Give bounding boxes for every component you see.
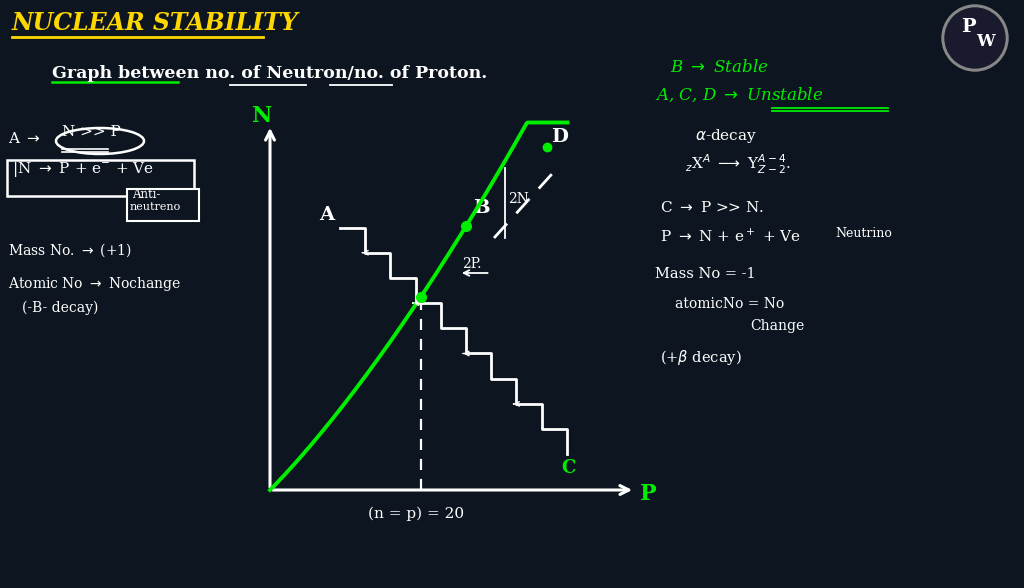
Circle shape: [945, 8, 1005, 68]
Text: B $\rightarrow$ Stable: B $\rightarrow$ Stable: [670, 59, 768, 76]
Text: Atomic No $\rightarrow$ Nochange: Atomic No $\rightarrow$ Nochange: [8, 275, 181, 293]
Text: C: C: [561, 459, 575, 477]
Text: Mass No. $\rightarrow$ (+1): Mass No. $\rightarrow$ (+1): [8, 242, 132, 259]
Text: P: P: [640, 483, 656, 505]
Text: 2N: 2N: [508, 192, 528, 206]
Text: A $\rightarrow$: A $\rightarrow$: [8, 131, 41, 146]
Text: atomicNo = No: atomicNo = No: [675, 297, 784, 311]
Text: (+$\beta$ decay): (+$\beta$ decay): [660, 348, 741, 367]
Text: N >> P: N >> P: [62, 125, 121, 139]
Text: N: N: [252, 105, 272, 127]
Text: A, C, D $\rightarrow$ Unstable: A, C, D $\rightarrow$ Unstable: [655, 86, 823, 104]
Text: $\alpha$-decay: $\alpha$-decay: [695, 127, 757, 145]
FancyBboxPatch shape: [7, 160, 194, 196]
Text: D: D: [552, 128, 568, 146]
Text: Mass No = -1: Mass No = -1: [655, 267, 756, 281]
Text: C $\rightarrow$ P >> N.: C $\rightarrow$ P >> N.: [660, 200, 764, 215]
Text: (n = p) = 20: (n = p) = 20: [368, 507, 464, 521]
Text: neutreno: neutreno: [130, 202, 181, 212]
Text: B: B: [473, 199, 489, 218]
Text: P: P: [961, 18, 976, 36]
Text: P $\rightarrow$ N + e$^+$ + Ve: P $\rightarrow$ N + e$^+$ + Ve: [660, 228, 801, 245]
Circle shape: [942, 5, 1008, 71]
Text: Change: Change: [750, 319, 804, 333]
Text: Anti-: Anti-: [132, 188, 161, 201]
Text: A: A: [319, 206, 334, 225]
Text: (-B- decay): (-B- decay): [22, 300, 98, 315]
Text: W: W: [976, 33, 994, 50]
FancyBboxPatch shape: [127, 189, 199, 221]
Text: $_z$X$^A$ $\longrightarrow$ Y$^{A-4}_{Z-2}$.: $_z$X$^A$ $\longrightarrow$ Y$^{A-4}_{Z-…: [685, 153, 791, 176]
Text: NUCLEAR STABILITY: NUCLEAR STABILITY: [12, 11, 299, 35]
Text: 2P.: 2P.: [463, 257, 482, 271]
Text: Graph between no. of Neutron/no. of Proton.: Graph between no. of Neutron/no. of Prot…: [52, 65, 487, 82]
Text: |N $\rightarrow$ P + e$^{-}$ + Ve: |N $\rightarrow$ P + e$^{-}$ + Ve: [12, 160, 154, 179]
Text: Neutrino: Neutrino: [835, 227, 892, 240]
